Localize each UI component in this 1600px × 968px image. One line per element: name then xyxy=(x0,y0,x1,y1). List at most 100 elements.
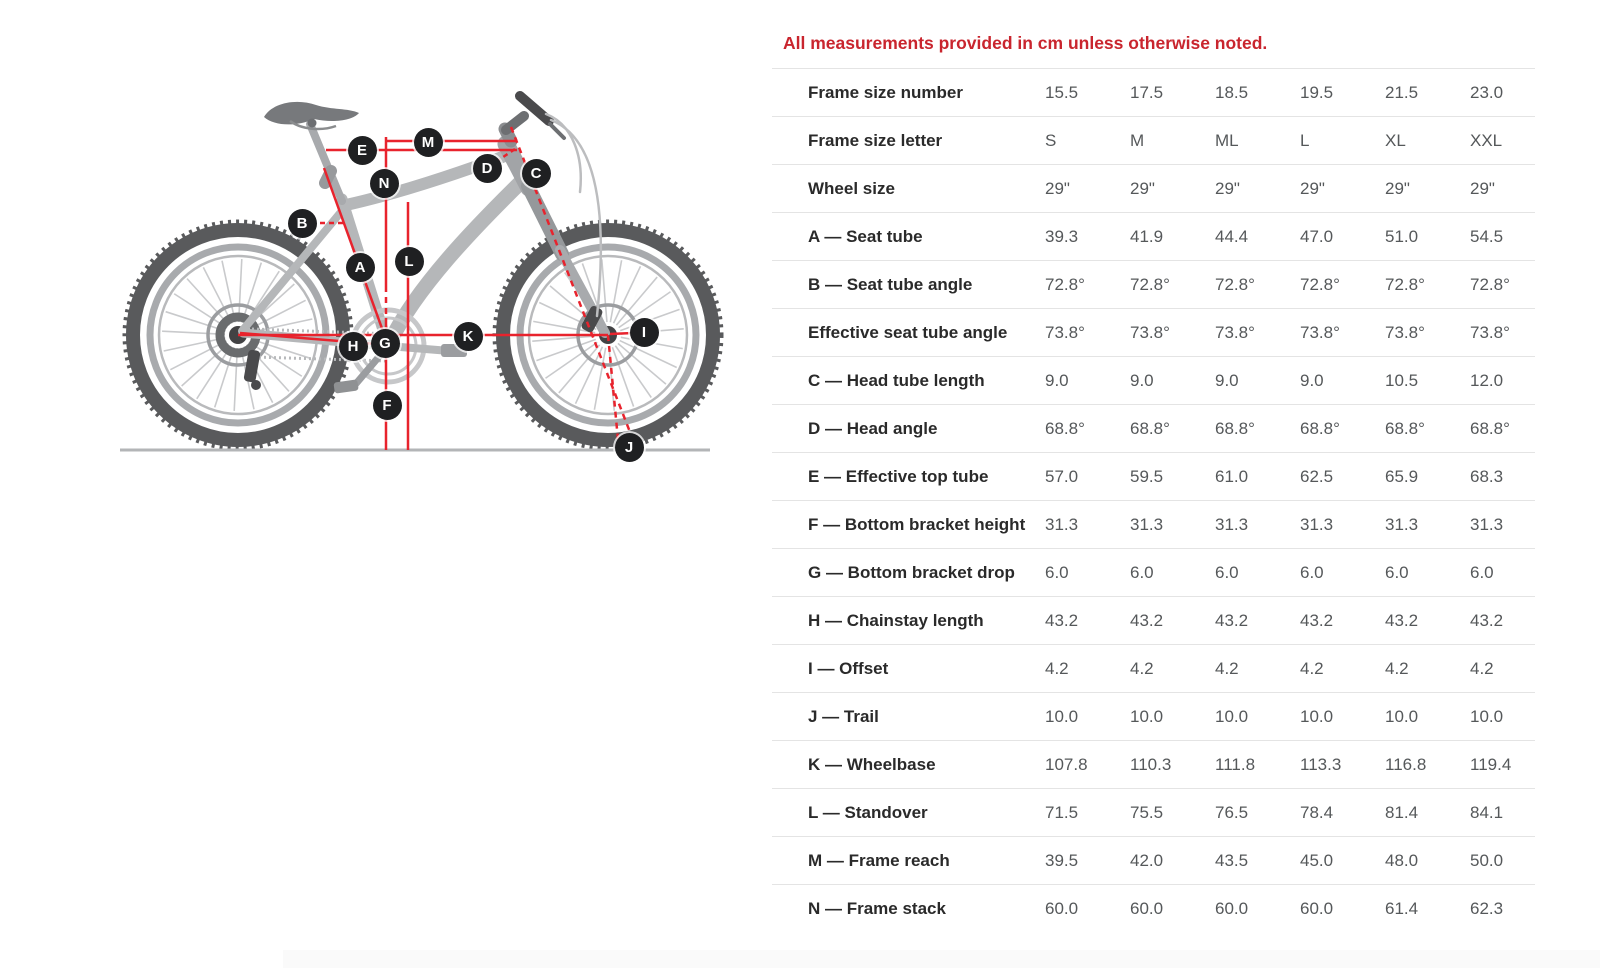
geometry-table-rows: Frame size number 15.5 17.5 18.5 19.5 21.5 23.… xyxy=(772,68,1535,932)
row-label: E — Effective top tube xyxy=(808,466,989,486)
row-value: 47.0 xyxy=(1300,226,1334,246)
row-label: Wheel size xyxy=(808,178,895,198)
row-value: 48.0 xyxy=(1385,850,1419,870)
row-value: 31.3 xyxy=(1215,514,1249,534)
row-value: 10.0 xyxy=(1470,706,1504,726)
row-value: 9.0 xyxy=(1045,370,1069,390)
diagram-badge-j: J xyxy=(614,432,644,462)
row-label: I — Offset xyxy=(808,658,889,678)
row-value: 43.2 xyxy=(1300,610,1334,630)
row-value: 6.0 xyxy=(1470,562,1494,582)
row-label: J — Trail xyxy=(808,706,879,726)
row-value: 68.8° xyxy=(1215,418,1255,438)
row-value: 50.0 xyxy=(1470,850,1504,870)
row-label: H — Chainstay length xyxy=(808,610,984,630)
row-value: XXL xyxy=(1470,130,1503,150)
row-value: 10.0 xyxy=(1300,706,1334,726)
row-value: ML xyxy=(1215,130,1239,150)
row-value: 43.2 xyxy=(1215,610,1249,630)
diagram-badge-l: L xyxy=(394,246,424,276)
row-value: 73.8° xyxy=(1130,322,1170,342)
row-value: M xyxy=(1130,130,1145,150)
row-value: 73.8° xyxy=(1215,322,1255,342)
table-row: I — Offset 4.2 4.2 4.2 4.2 4.2 4.2 xyxy=(772,644,1535,692)
row-label: Effective seat tube angle xyxy=(808,322,1008,342)
row-value: 4.2 xyxy=(1130,658,1154,678)
table-row: F — Bottom bracket height 31.3 31.3 31.3 31.… xyxy=(772,500,1535,548)
diagram-badge-k: K xyxy=(453,321,483,351)
row-value: 39.5 xyxy=(1045,850,1079,870)
row-value: 84.1 xyxy=(1470,802,1504,822)
row-value: 6.0 xyxy=(1385,562,1409,582)
row-value: 54.5 xyxy=(1470,226,1504,246)
table-row: G — Bottom bracket drop 6.0 6.0 6.0 6.0 6.0 6.… xyxy=(772,548,1535,596)
row-value: 4.2 xyxy=(1470,658,1494,678)
table-row: Frame size letter S M ML L XL XXL xyxy=(772,116,1535,164)
table-row: B — Seat tube angle 72.8° 72.8° 72.8° 72.8° 7… xyxy=(772,260,1535,308)
bike-illustration xyxy=(120,91,724,452)
row-label: Frame size letter xyxy=(808,130,943,150)
diagram-badge-f: F xyxy=(372,390,402,420)
row-value: 42.0 xyxy=(1130,850,1164,870)
row-label: A — Seat tube xyxy=(808,226,923,246)
row-value: 29" xyxy=(1385,178,1410,198)
row-value: 44.4 xyxy=(1215,226,1249,246)
diagram-badge-e: E xyxy=(347,135,377,165)
row-value: 31.3 xyxy=(1385,514,1419,534)
table-row: J — Trail 10.0 10.0 10.0 10.0 10.0 10.0 xyxy=(772,692,1535,740)
row-value: 113.3 xyxy=(1300,754,1342,774)
row-value: 9.0 xyxy=(1300,370,1324,390)
bottom-band xyxy=(283,950,1600,968)
diagram-badge-c: C xyxy=(521,158,551,188)
table-row: K — Wheelbase 107.8 110.3 111.8 113.3 116.8 11… xyxy=(772,740,1535,788)
row-label: B — Seat tube angle xyxy=(808,274,973,294)
row-value: 31.3 xyxy=(1130,514,1164,534)
brake-lever xyxy=(548,122,566,140)
row-label: M — Frame reach xyxy=(808,850,950,870)
cockpit xyxy=(498,91,603,318)
row-value: 10.0 xyxy=(1215,706,1249,726)
row-value: 4.2 xyxy=(1300,658,1324,678)
drivetrain-chain xyxy=(243,327,393,390)
shift-cable xyxy=(544,112,582,194)
row-value: 111.8 xyxy=(1215,754,1256,774)
row-value: 31.3 xyxy=(1470,514,1504,534)
row-value: 21.5 xyxy=(1385,82,1419,102)
row-value: 75.5 xyxy=(1130,802,1164,822)
table-row: D — Head angle 68.8° 68.8° 68.8° 68.8° 68.8° 6… xyxy=(772,404,1535,452)
row-value: 62.3 xyxy=(1470,898,1504,918)
diagram-badge-a: A xyxy=(345,252,375,282)
diagram-badge-n: N xyxy=(369,168,399,198)
rear-spokes xyxy=(162,259,314,411)
table-row: M — Frame reach 39.5 42.0 43.5 45.0 48.0 50.0 xyxy=(772,836,1535,884)
row-value: 6.0 xyxy=(1045,562,1069,582)
row-value: 73.8° xyxy=(1045,322,1085,342)
row-value: 10.0 xyxy=(1385,706,1419,726)
table-row: Effective seat tube angle 73.8° 73.8° 73.8°… xyxy=(772,308,1535,356)
row-value: 60.0 xyxy=(1300,898,1334,918)
row-label: L — Standover xyxy=(808,802,928,822)
table-row: Wheel size 29" 29" 29" 29" 29" 29" xyxy=(772,164,1535,212)
offset-line xyxy=(609,331,634,336)
saddle xyxy=(264,101,359,131)
row-value: 73.8° xyxy=(1385,322,1425,342)
row-value: 31.3 xyxy=(1300,514,1334,534)
row-value: 68.8° xyxy=(1300,418,1340,438)
diagram-badge-m: M xyxy=(413,127,443,157)
row-value: 76.5 xyxy=(1215,802,1249,822)
row-value: 72.8° xyxy=(1470,274,1510,294)
diagram-badge-h: H xyxy=(338,331,368,361)
row-value: XL xyxy=(1385,130,1406,150)
row-value: 4.2 xyxy=(1215,658,1239,678)
handlebar xyxy=(515,91,554,126)
row-value: 72.8° xyxy=(1300,274,1340,294)
row-value: 43.2 xyxy=(1045,610,1079,630)
row-label: C — Head tube length xyxy=(808,370,985,390)
row-value: 78.4 xyxy=(1300,802,1334,822)
table-row: N — Frame stack 60.0 60.0 60.0 60.0 61.4 62.3 xyxy=(772,884,1535,932)
diagram-badge-b: B xyxy=(287,208,317,238)
row-value: 72.8° xyxy=(1045,274,1085,294)
row-value: 60.0 xyxy=(1045,898,1079,918)
diagram-badge-i: I xyxy=(629,317,659,347)
diagram-badge-d: D xyxy=(472,153,502,183)
